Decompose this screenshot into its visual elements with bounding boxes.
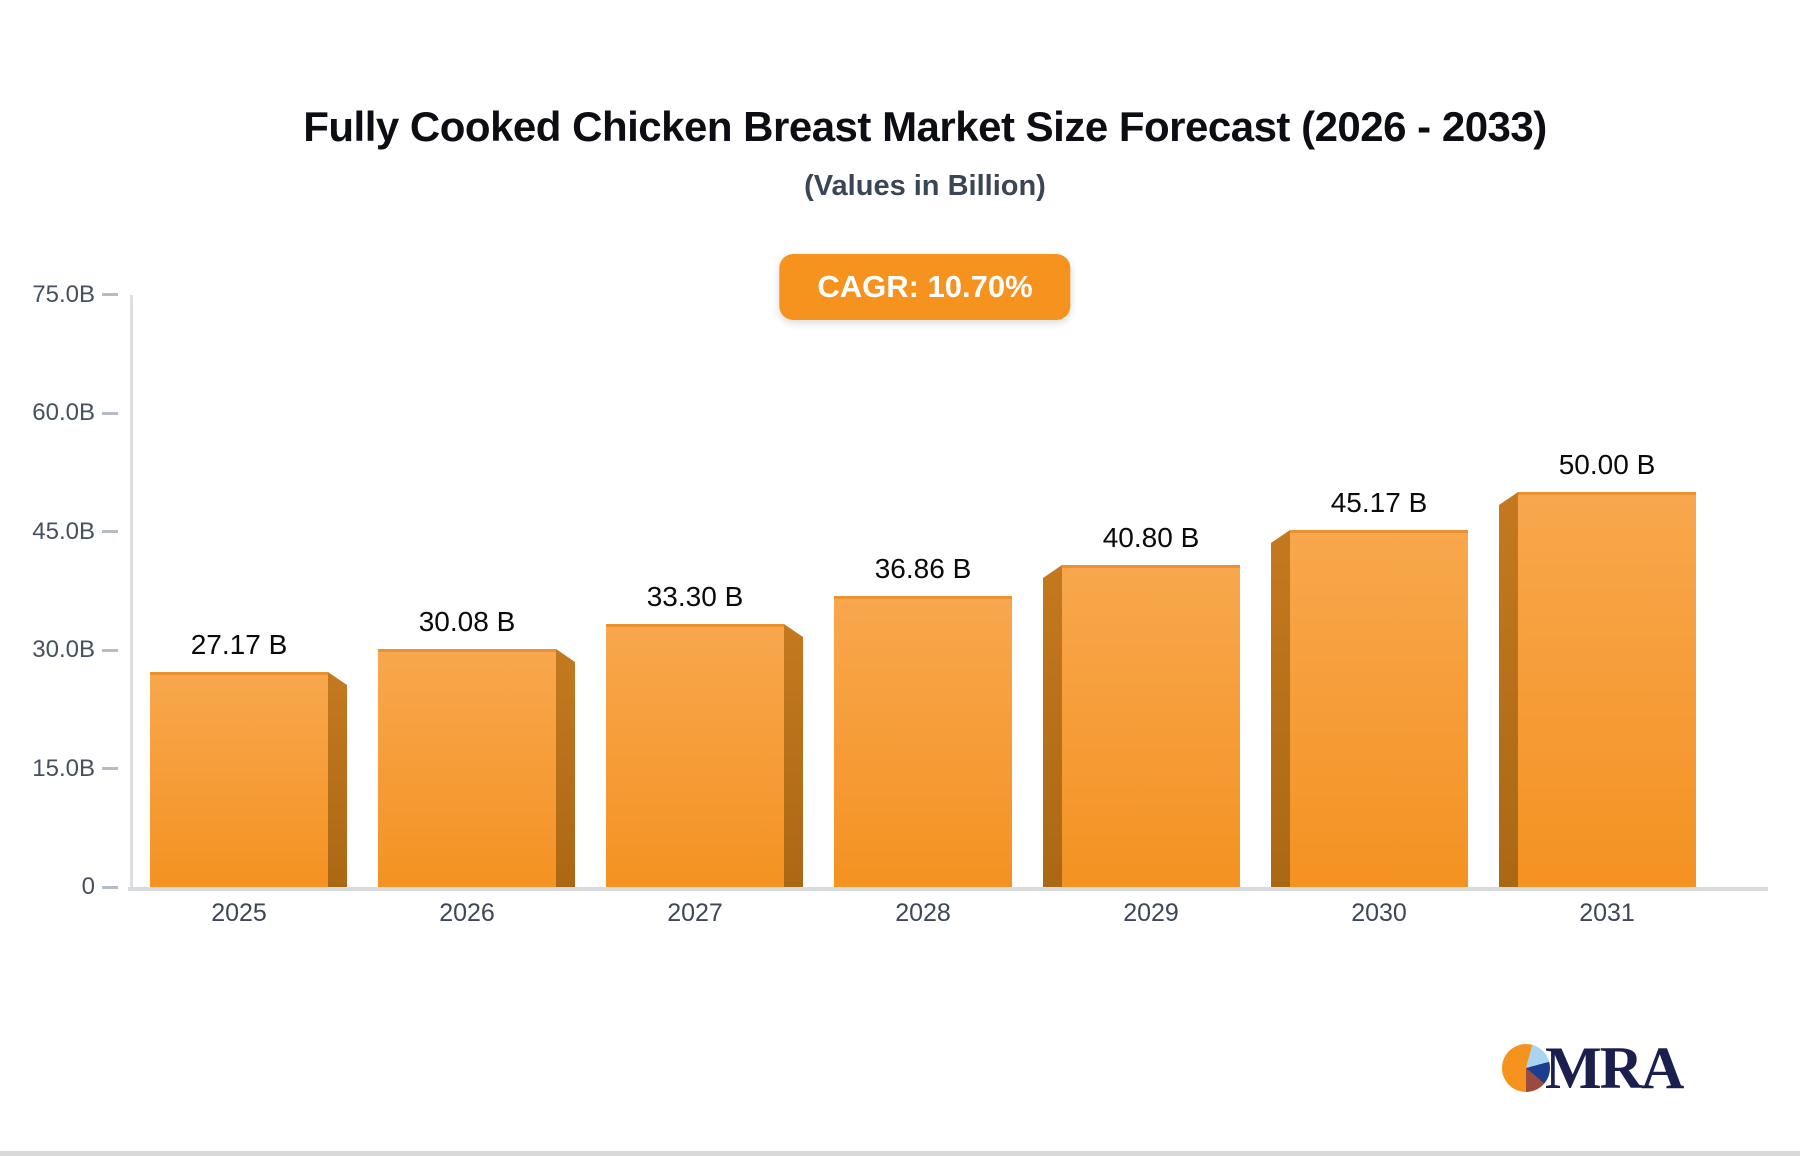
bar-2029: [1062, 565, 1240, 887]
x-axis-label-2030: 2030: [1351, 899, 1407, 927]
x-axis-label-2031: 2031: [1579, 899, 1635, 927]
y-axis-line: [130, 294, 133, 891]
y-axis-tick-mark: [102, 411, 118, 415]
y-axis-tick-mark: [102, 885, 118, 889]
bar-3d-side: [328, 672, 347, 887]
bar-3d-side: [1043, 565, 1062, 887]
bar-3d-side: [1499, 492, 1518, 887]
y-axis-tick-label: 0: [81, 873, 95, 900]
bar-value-label: 45.17 B: [1330, 487, 1428, 518]
bar-2031: [1518, 492, 1696, 887]
bar-2030: [1290, 530, 1468, 887]
bar-2026: [378, 649, 556, 887]
x-axis-label-2027: 2027: [667, 899, 723, 927]
y-axis-tick-label: 30.0B: [32, 636, 95, 663]
bar-2028: [834, 596, 1012, 887]
y-axis-tick-label: 45.0B: [32, 517, 95, 545]
bar-value-label: 30.08 B: [418, 606, 516, 637]
bottom-divider: [0, 1151, 1800, 1156]
x-axis-baseline: [128, 887, 1768, 891]
y-axis-tick-label: 75.0B: [32, 280, 95, 308]
x-axis-label-2028: 2028: [895, 899, 951, 927]
bar-value-label: 33.30 B: [646, 581, 744, 612]
y-axis-tick-mark: [102, 767, 118, 770]
cagr-badge: CAGR: 10.70%: [779, 254, 1071, 320]
bar-2025: [150, 672, 328, 887]
chart-subtitle: (Values in Billion): [804, 170, 1046, 202]
mra-logo: MRA: [1502, 1035, 1684, 1101]
bar-3d-side: [1271, 530, 1290, 887]
x-axis-label-2025: 2025: [211, 899, 267, 927]
y-axis-tick-mark: [102, 648, 118, 652]
bar-value-label: 50.00 B: [1558, 449, 1656, 480]
bar-3d-side: [556, 649, 575, 887]
bar-2027: [606, 624, 784, 887]
x-axis-label-2029: 2029: [1123, 899, 1179, 927]
bar-value-label: 36.86 B: [874, 553, 972, 584]
bar-value-label: 40.80 B: [1102, 522, 1200, 553]
chart-title: Fully Cooked Chicken Breast Market Size …: [303, 103, 1547, 150]
y-axis-tick-label: 60.0B: [32, 399, 95, 426]
mra-logo-text: MRA: [1545, 1035, 1684, 1101]
x-axis-label-2026: 2026: [439, 899, 495, 927]
bar-value-label: 27.17 B: [190, 629, 288, 660]
y-axis-tick-mark: [102, 293, 118, 296]
bar-3d-side: [784, 624, 803, 887]
y-axis-tick-label: 15.0B: [32, 754, 95, 782]
mra-logo-pie-icon: [1502, 1044, 1550, 1092]
y-axis-tick-mark: [102, 530, 118, 533]
